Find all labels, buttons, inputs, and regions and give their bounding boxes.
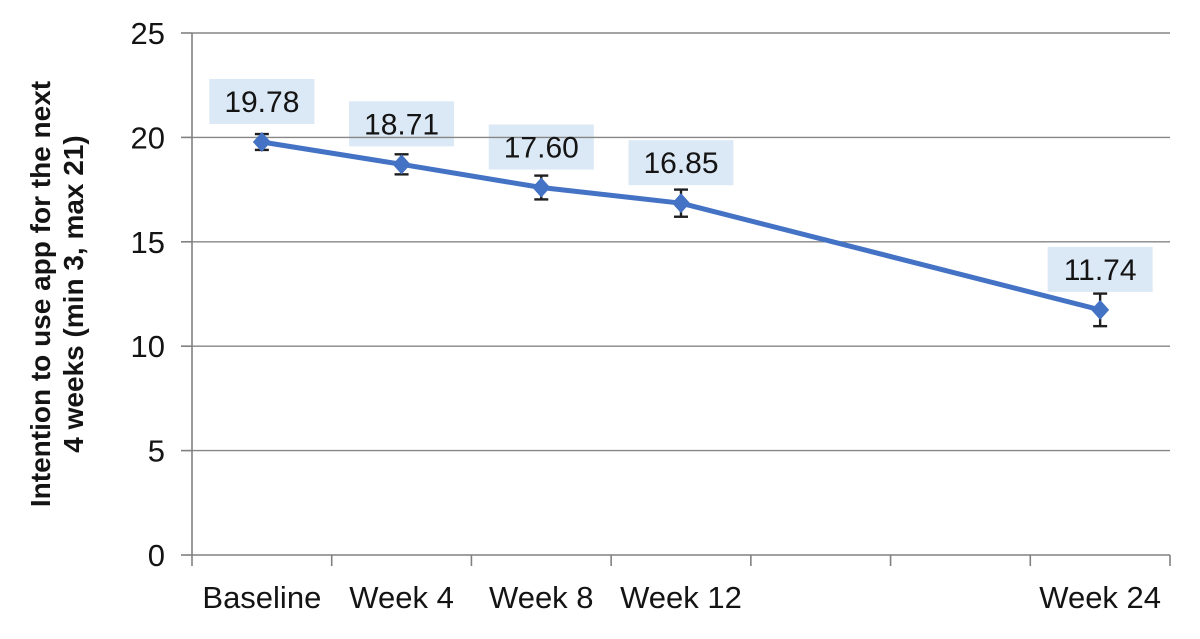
x-tick-label: Baseline (202, 580, 321, 615)
data-point-marker (672, 193, 690, 214)
y-axis-title-line2: 4 weeks (min 3, max 21) (58, 135, 89, 453)
y-axis-title-line1: Intention to use app for the next (25, 81, 56, 507)
data-point-marker (252, 131, 271, 152)
data-point-marker (1091, 299, 1110, 320)
x-tick-label: Week 8 (489, 580, 594, 615)
x-tick-label: Week 12 (620, 580, 742, 615)
data-label-bg (488, 124, 594, 170)
y-tick-label: 25 (131, 16, 165, 51)
y-tick-label: 10 (131, 329, 165, 364)
y-tick-label: 20 (131, 120, 165, 155)
data-label: 18.71 (364, 108, 439, 141)
y-tick-label: 5 (148, 434, 165, 469)
y-tick-label: 0 (148, 538, 165, 573)
data-label: 11.74 (1064, 254, 1137, 287)
y-tick-label: 15 (131, 225, 165, 260)
data-point-marker (532, 177, 551, 198)
data-point-marker (392, 154, 411, 175)
data-label-bg (209, 78, 315, 124)
data-label-bg (349, 101, 455, 147)
data-label: 19.78 (224, 86, 299, 119)
data-label-bg (1047, 246, 1153, 292)
data-label-bg (628, 140, 734, 186)
data-label: 17.60 (504, 132, 579, 165)
x-tick-label: Week 4 (349, 580, 454, 615)
x-tick-label: Week 24 (1039, 580, 1161, 615)
data-label: 16.85 (643, 147, 718, 180)
